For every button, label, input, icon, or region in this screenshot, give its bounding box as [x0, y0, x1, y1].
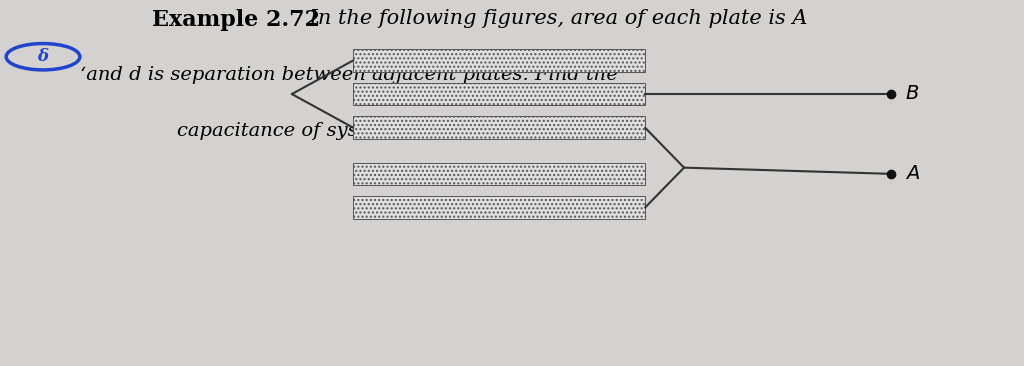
Bar — [353, 49, 645, 72]
Bar — [353, 196, 645, 219]
Text: In the following figures, area of each plate is A: In the following figures, area of each p… — [303, 9, 808, 28]
Text: $A$: $A$ — [905, 165, 921, 183]
Text: $B$: $B$ — [905, 85, 920, 103]
Text: Example 2.72: Example 2.72 — [152, 9, 319, 31]
Text: δ: δ — [38, 48, 48, 65]
Bar — [353, 116, 645, 139]
Text: ‘and d is separation between adjacent plates. Find the: ‘and d is separation between adjacent pl… — [80, 66, 617, 84]
Bar — [353, 163, 645, 185]
Text: capacitance of system between points A and B.: capacitance of system between points A a… — [152, 122, 643, 139]
Bar — [353, 83, 645, 105]
